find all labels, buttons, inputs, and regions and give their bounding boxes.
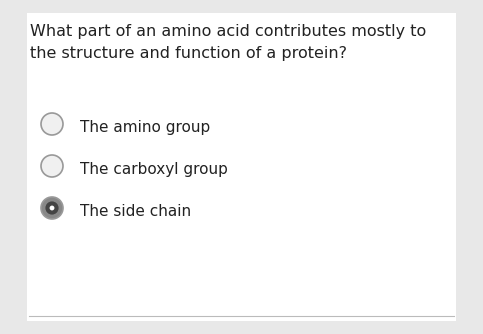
Text: The amino group: The amino group <box>80 120 210 135</box>
Text: What part of an amino acid contributes mostly to: What part of an amino acid contributes m… <box>30 24 426 39</box>
Circle shape <box>41 197 63 219</box>
Text: The carboxyl group: The carboxyl group <box>80 162 228 177</box>
Text: the structure and function of a protein?: the structure and function of a protein? <box>30 46 347 61</box>
Circle shape <box>50 206 55 210</box>
Circle shape <box>41 155 63 177</box>
Circle shape <box>41 113 63 135</box>
Text: The side chain: The side chain <box>80 204 191 219</box>
Circle shape <box>45 201 58 215</box>
